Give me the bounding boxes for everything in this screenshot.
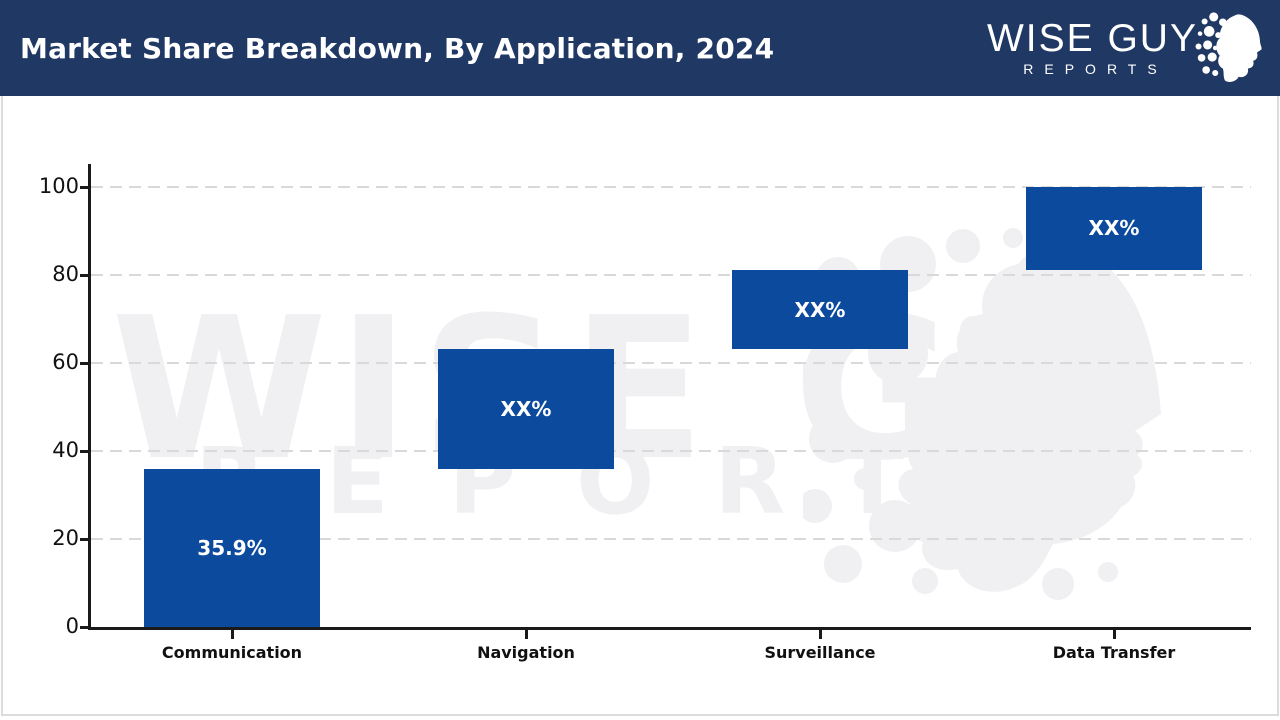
y-tick-label: 20: [52, 525, 79, 550]
y-tick-label: 40: [52, 437, 79, 462]
gridline-60: [91, 361, 1251, 364]
y-tick-mark: [80, 626, 89, 629]
x-tick-mark: [525, 630, 528, 639]
x-axis-label: Communication: [161, 643, 303, 662]
x-tick-mark: [231, 630, 234, 639]
bar-value-label: XX%: [794, 297, 846, 322]
y-axis-line: [88, 164, 91, 630]
bar-value-label: XX%: [500, 397, 552, 422]
y-tick-label: 0: [65, 614, 79, 638]
logo-wordmark: WISE GUY: [986, 17, 1198, 60]
bar-communication: 35.9%: [144, 468, 320, 627]
logo-head-icon: [1195, 12, 1262, 82]
x-axis-label: Surveillance: [764, 643, 876, 662]
y-tick-mark: [80, 361, 89, 365]
y-tick-mark: [80, 449, 89, 453]
bar-value-label: 35.9%: [197, 535, 267, 560]
gridline-80: [91, 273, 1251, 276]
plot-area: 0 20 40 60 80 100 35.9% Communication XX% Navigat…: [3, 96, 1277, 714]
logo-text: WISE GUY REPORTS: [987, 19, 1198, 77]
y-tick-mark: [80, 273, 89, 277]
wiseguy-logo: WISE GUY REPORTS: [987, 7, 1266, 89]
page-title: Market Share Breakdown, By Application, …: [20, 31, 775, 65]
chart-canvas: WISE GU REPORTS 0 20 40 60 80 100 35.9% Communi…: [1, 96, 1279, 716]
y-tick-label: 60: [52, 349, 79, 374]
y-tick-label: 80: [52, 261, 79, 286]
gridline-100: [91, 185, 1251, 188]
logo-subtitle: REPORTS: [1023, 61, 1168, 77]
y-tick-mark: [80, 537, 89, 541]
x-tick-mark: [819, 630, 822, 639]
y-tick-label: 100: [38, 173, 79, 198]
bar-data-transfer: XX%: [1026, 186, 1202, 271]
gridline-40: [91, 449, 1251, 452]
header-bar: Market Share Breakdown, By Application, …: [0, 0, 1280, 96]
x-tick-mark: [1113, 630, 1116, 639]
bar-surveillance: XX%: [732, 270, 908, 350]
bar-navigation: XX%: [438, 349, 614, 469]
x-axis-line: [88, 627, 1251, 630]
y-tick-mark: [80, 185, 89, 189]
x-axis-label: Data Transfer: [1052, 643, 1176, 662]
bar-value-label: XX%: [1088, 216, 1140, 241]
x-axis-label: Navigation: [477, 643, 575, 662]
gridline-20: [91, 537, 1251, 540]
